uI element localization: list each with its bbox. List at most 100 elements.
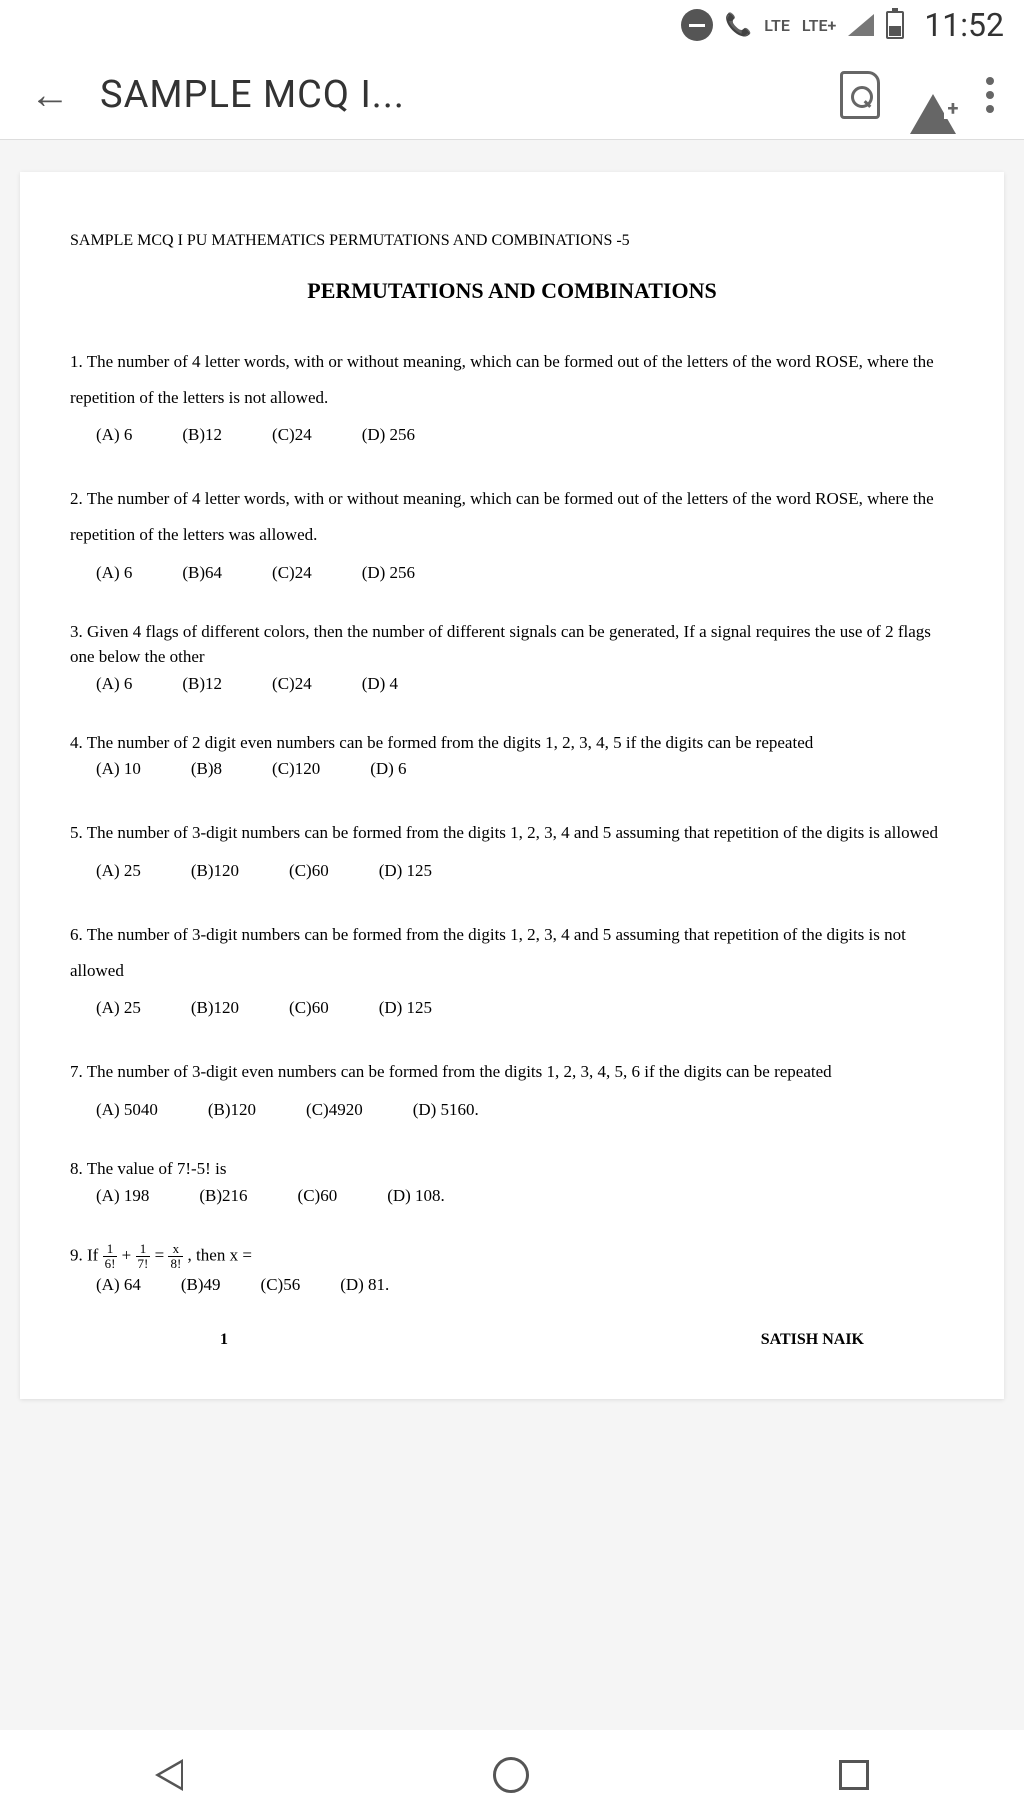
- option-c: (C)60: [289, 861, 329, 881]
- q-text: The number of 4 letter words, with or wi…: [70, 489, 934, 544]
- doc-footer: 1 SATISH NAIK: [70, 1331, 954, 1349]
- option-d: (D) 108.: [387, 1186, 445, 1206]
- option-b: (B)12: [182, 425, 222, 445]
- q-number: 5.: [70, 823, 83, 842]
- fraction-3: x8!: [168, 1242, 183, 1272]
- q-text: The number of 3-digit numbers can be for…: [87, 823, 938, 842]
- question-8: 8. The value of 7!-5! is (A) 198 (B)216 …: [70, 1156, 954, 1206]
- question-3: 3. Given 4 flags of different colors, th…: [70, 619, 954, 694]
- doc-title: PERMUTATIONS AND COMBINATIONS: [70, 278, 954, 304]
- battery-icon: [886, 11, 904, 39]
- q-number: 1.: [70, 352, 83, 371]
- option-c: (C)120: [272, 759, 320, 779]
- q-number: 6.: [70, 925, 83, 944]
- option-a: (A) 6: [96, 563, 132, 583]
- option-d: (D) 125: [379, 861, 432, 881]
- q-options: (A) 6 (B)12 (C)24 (D) 4: [96, 674, 954, 694]
- document-page[interactable]: SAMPLE MCQ I PU MATHEMATICS PERMUTATIONS…: [20, 172, 1004, 1399]
- page-number: 1: [220, 1331, 228, 1349]
- option-a: (A) 64: [96, 1275, 141, 1295]
- option-b: (B)49: [181, 1275, 221, 1295]
- option-a: (A) 6: [96, 674, 132, 694]
- q-number: 3.: [70, 622, 83, 641]
- question-9: 9. If 16! + 17! = x8! , then x = (A) 64 …: [70, 1242, 954, 1296]
- question-1: 1. The number of 4 letter words, with or…: [70, 344, 954, 445]
- question-5: 5. The number of 3-digit numbers can be …: [70, 815, 954, 881]
- question-7: 7. The number of 3-digit even numbers ca…: [70, 1054, 954, 1120]
- phone-lte-icon: 📞: [725, 13, 752, 38]
- option-d: (D) 256: [362, 425, 415, 445]
- question-2: 2. The number of 4 letter words, with or…: [70, 481, 954, 582]
- q-prefix: If: [87, 1245, 98, 1264]
- option-a: (A) 25: [96, 861, 141, 881]
- option-c: (C)60: [289, 998, 329, 1018]
- clock-time: 11:52: [924, 6, 1004, 44]
- q-options: (A) 5040 (B)120 (C)4920 (D) 5160.: [96, 1100, 954, 1120]
- q-options: (A) 198 (B)216 (C)60 (D) 108.: [96, 1186, 954, 1206]
- status-bar: 📞 LTE LTE+ 11:52: [0, 0, 1024, 50]
- option-d: (D) 4: [362, 674, 398, 694]
- option-b: (B)120: [208, 1100, 256, 1120]
- option-b: (B)120: [191, 861, 239, 881]
- q-options: (A) 10 (B)8 (C)120 (D) 6: [96, 759, 954, 779]
- option-a: (A) 25: [96, 998, 141, 1018]
- signal-icon: [848, 14, 874, 36]
- nav-back-button[interactable]: [155, 1759, 183, 1791]
- back-button[interactable]: ←: [30, 71, 70, 118]
- option-b: (B)12: [182, 674, 222, 694]
- q-text: 9. If 16! + 17! = x8! , then x =: [70, 1242, 954, 1272]
- more-options-button[interactable]: [986, 77, 994, 113]
- option-b: (B)216: [199, 1186, 247, 1206]
- question-6: 6. The number of 3-digit numbers can be …: [70, 917, 954, 1018]
- option-c: (C)24: [272, 674, 312, 694]
- option-b: (B)120: [191, 998, 239, 1018]
- q-text: The number of 3-digit even numbers can b…: [87, 1062, 832, 1081]
- q-suffix: , then x =: [188, 1245, 252, 1264]
- q-options: (A) 6 (B)12 (C)24 (D) 256: [96, 425, 954, 445]
- q-number: 9.: [70, 1245, 83, 1264]
- option-d: (D) 256: [362, 563, 415, 583]
- fraction-2: 17!: [136, 1242, 151, 1272]
- nav-home-button[interactable]: [493, 1757, 529, 1793]
- app-title: SAMPLE MCQ I...: [100, 73, 810, 117]
- q-number: 4.: [70, 733, 83, 752]
- option-c: (C)60: [298, 1186, 338, 1206]
- question-4: 4. The number of 2 digit even numbers ca…: [70, 730, 954, 780]
- option-d: (D) 125: [379, 998, 432, 1018]
- lte-label-1: LTE: [764, 16, 790, 35]
- q-text: The number of 2 digit even numbers can b…: [87, 733, 814, 752]
- q-text: The value of 7!-5! is: [87, 1159, 227, 1178]
- option-c: (C)24: [272, 563, 312, 583]
- option-c: (C)4920: [306, 1100, 363, 1120]
- q-number: 2.: [70, 489, 83, 508]
- option-b: (B)8: [191, 759, 222, 779]
- option-b: (B)64: [182, 563, 222, 583]
- app-bar: ← SAMPLE MCQ I... +: [0, 50, 1024, 140]
- q-options: (A) 6 (B)64 (C)24 (D) 256: [96, 563, 954, 583]
- nav-recent-button[interactable]: [839, 1760, 869, 1790]
- q-number: 7.: [70, 1062, 83, 1081]
- dnd-icon: [681, 9, 713, 41]
- option-d: (D) 81.: [340, 1275, 389, 1295]
- q-options: (A) 25 (B)120 (C)60 (D) 125: [96, 861, 954, 881]
- q-text: The number of 4 letter words, with or wi…: [70, 352, 934, 407]
- author-name: SATISH NAIK: [761, 1331, 864, 1349]
- q-options: (A) 64 (B)49 (C)56 (D) 81.: [96, 1275, 954, 1295]
- option-c: (C)24: [272, 425, 312, 445]
- lte-label-2: LTE+: [802, 16, 836, 35]
- option-a: (A) 6: [96, 425, 132, 445]
- doc-running-header: SAMPLE MCQ I PU MATHEMATICS PERMUTATIONS…: [70, 232, 954, 250]
- q-options: (A) 25 (B)120 (C)60 (D) 125: [96, 998, 954, 1018]
- q-text: The number of 3-digit numbers can be for…: [70, 925, 906, 980]
- option-a: (A) 198: [96, 1186, 149, 1206]
- find-in-document-button[interactable]: [840, 71, 880, 119]
- option-d: (D) 5160.: [413, 1100, 479, 1120]
- q-number: 8.: [70, 1159, 83, 1178]
- option-a: (A) 10: [96, 759, 141, 779]
- option-c: (C)56: [261, 1275, 301, 1295]
- fraction-1: 16!: [103, 1242, 118, 1272]
- option-d: (D) 6: [370, 759, 406, 779]
- q-text: Given 4 flags of different colors, then …: [70, 622, 931, 667]
- system-nav-bar: [0, 1730, 1024, 1820]
- add-to-drive-button[interactable]: +: [910, 75, 956, 115]
